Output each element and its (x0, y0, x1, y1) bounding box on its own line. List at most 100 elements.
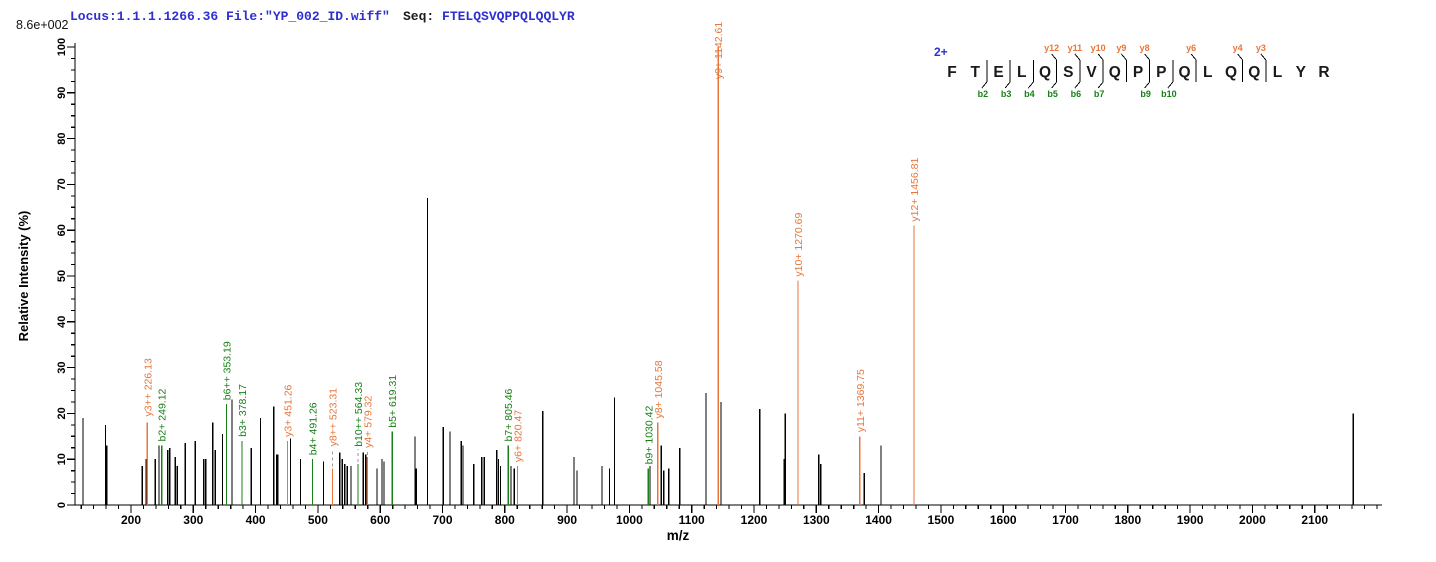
b-ion-peak-label: b2+ 249.12 (157, 388, 169, 441)
precursor-charge-label: 2+ (934, 45, 948, 59)
y-ion-tag: y12 (1044, 43, 1059, 53)
residue-letter: Q (1248, 64, 1260, 81)
residue-letter: F (947, 64, 956, 81)
y-ion-tag: y3 (1256, 43, 1266, 53)
residue-letter: T (971, 64, 981, 81)
x-tick-label: 1000 (616, 513, 643, 527)
x-tick-label: 2000 (1239, 513, 1266, 527)
x-tick-label: 1400 (865, 513, 892, 527)
y-ion-tag: y6 (1186, 43, 1196, 53)
residue-letter: P (1133, 64, 1143, 81)
y-cleavage-tick (1237, 53, 1244, 61)
y-tick-label: 60 (56, 224, 68, 236)
sequence-value: FTELQSVQPPQLQQLYR (442, 9, 575, 24)
x-tick-label: 1500 (928, 513, 955, 527)
y-ion-peak-label: y12+ 1456.81 (909, 158, 921, 222)
y-ion-tag: y9 (1116, 43, 1126, 53)
y-tick-label: 100 (56, 38, 68, 56)
y-ion-peak-label: y6+ 820.47 (513, 410, 525, 462)
y-ion-peak-label: y8+ 1045.58 (653, 360, 665, 418)
y-cleavage-tick (1144, 53, 1151, 61)
header-sequence: Seq: FTELQSVQPPQLQQLYR (403, 9, 575, 24)
b-cleavage-tick (981, 81, 988, 89)
x-tick-label: 200 (121, 513, 141, 527)
y-cleavage-tick (1190, 53, 1197, 61)
b-ion-peak-label: b5+ 619.31 (387, 375, 399, 428)
y-tick-label: 30 (56, 361, 68, 373)
b-ion-tag: b9 (1140, 89, 1151, 99)
residue-letter: L (1203, 64, 1212, 81)
b-ion-peak-label: b3+ 378.17 (237, 384, 249, 437)
residue-letter: Q (1225, 64, 1237, 81)
x-tick-label: 500 (308, 513, 328, 527)
y-ion-peak-label: y8++ 523.31 (327, 388, 339, 447)
b-ion-tag: b6 (1071, 89, 1082, 99)
b-ion-peak-label: b4+ 491.26 (307, 402, 319, 455)
y-ion-peak-label: y3++ 226.13 (142, 358, 154, 417)
b-ion-tag: b3 (1001, 89, 1012, 99)
intensity-scale-note: 8.6e+002 (16, 18, 69, 32)
x-tick-label: 1800 (1114, 513, 1141, 527)
y-tick-label: 10 (56, 453, 68, 465)
residue-letter: Q (1109, 64, 1121, 81)
y-ion-peak-label: y3+ 451.26 (283, 384, 295, 436)
b-ion-peak-label: b10++ 564.33 (353, 382, 365, 447)
x-tick-label: 900 (557, 513, 577, 527)
residue-letter: R (1318, 64, 1329, 81)
b-cleavage-tick (1004, 81, 1011, 89)
y-tick-label: 80 (56, 132, 68, 144)
b-cleavage-tick (1144, 81, 1151, 89)
x-tick-label: 600 (370, 513, 390, 527)
b-ion-tag: b4 (1024, 89, 1035, 99)
residue-letter: Y (1296, 64, 1307, 81)
residue-letter: Q (1178, 64, 1190, 81)
x-tick-label: 2100 (1301, 513, 1328, 527)
x-tick-label: 1300 (803, 513, 830, 527)
y-axis-title: Relative Intensity (%) (16, 211, 31, 342)
residue-letter: S (1063, 64, 1073, 81)
b-cleavage-tick (1097, 81, 1104, 89)
y-tick-label: 40 (56, 316, 68, 328)
y-ion-peak-label: y9+ 1142.61 (713, 22, 725, 79)
x-tick-label: 1100 (679, 513, 705, 527)
y-ion-tag: y4 (1233, 43, 1243, 53)
y-tick-label: 20 (56, 407, 68, 419)
residue-letter: L (1273, 64, 1282, 81)
residue-letter: Q (1039, 64, 1051, 81)
b-cleavage-tick (1167, 81, 1174, 89)
x-tick-label: 1600 (990, 513, 1017, 527)
b-ion-peak-label: b7+ 805.46 (503, 388, 515, 441)
x-tick-label: 1700 (1052, 513, 1079, 527)
y-ion-tag: y10 (1091, 43, 1106, 53)
y-ion-peak-label: y10+ 1270.69 (793, 212, 805, 276)
b-cleavage-tick (1027, 81, 1034, 89)
x-tick-label: 800 (495, 513, 515, 527)
header-locus-file: Locus:1.1.1.1266.36 File:"YP_002_ID.wiff… (70, 9, 390, 24)
x-tick-label: 400 (246, 513, 266, 527)
residue-letter: P (1156, 64, 1166, 81)
y-tick-label: 70 (56, 178, 68, 190)
b-ion-tag: b2 (978, 89, 989, 99)
y-cleavage-tick (1074, 53, 1081, 61)
b-ion-peak-label: b9+ 1030.42 (643, 406, 655, 465)
y-ion-tag: y8 (1140, 43, 1150, 53)
y-cleavage-tick (1097, 53, 1104, 61)
y-cleavage-tick (1260, 53, 1267, 61)
b-ion-tag: b10 (1161, 89, 1177, 99)
x-tick-label: 1900 (1177, 513, 1204, 527)
sequence-label: Seq: (403, 9, 435, 24)
y-cleavage-tick (1120, 53, 1127, 61)
b-cleavage-tick (1074, 81, 1081, 89)
y-ion-peak-label: y4+ 579.32 (362, 395, 374, 447)
b-ion-peak-label: b6++ 353.19 (221, 341, 233, 400)
x-tick-label: 300 (183, 513, 203, 527)
y-tick-label: 90 (56, 87, 68, 99)
y-ion-peak-label: y11+ 1369.75 (855, 369, 867, 432)
y-tick-label: 50 (56, 270, 68, 282)
x-tick-label: 1200 (741, 513, 768, 527)
y-tick-label: 0 (56, 502, 68, 508)
residue-letter: L (1017, 64, 1026, 81)
residue-letter: V (1086, 64, 1097, 81)
